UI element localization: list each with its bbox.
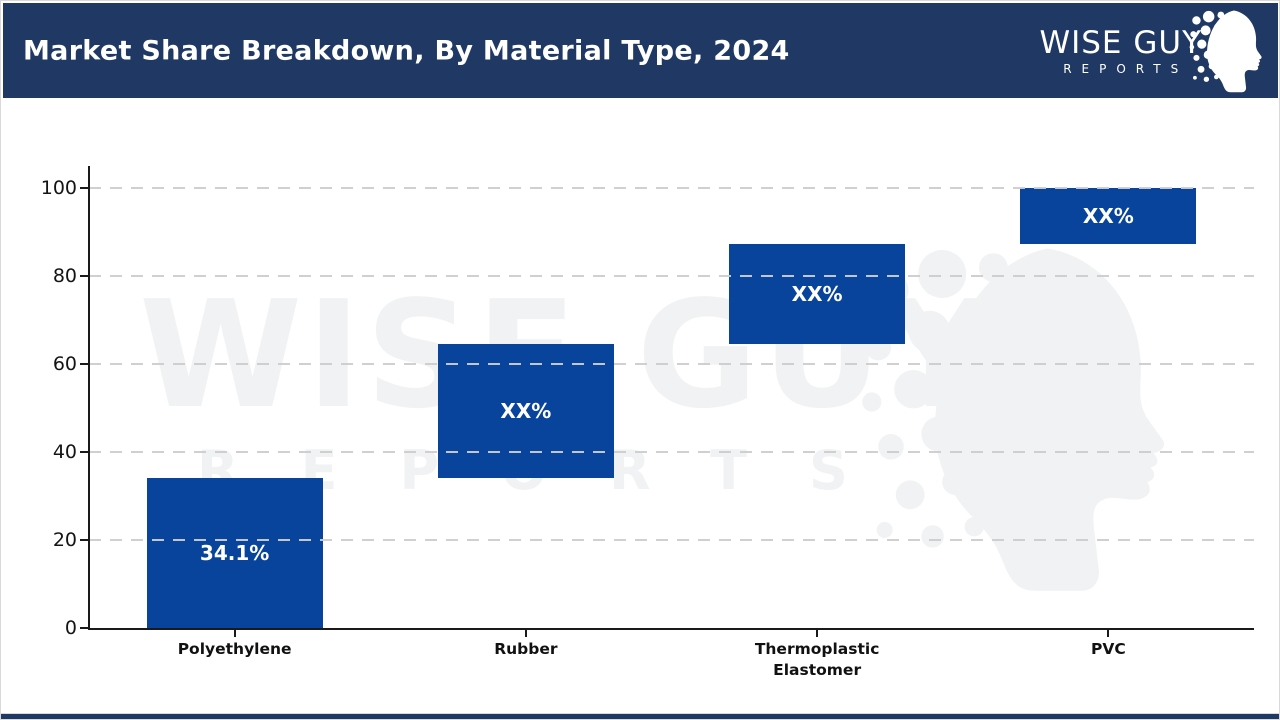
y-axis-tick bbox=[80, 451, 89, 453]
x-axis-tick bbox=[524, 630, 527, 637]
bar-value-label: 34.1% bbox=[199, 540, 270, 565]
logo-name: WISE GUY bbox=[1039, 25, 1202, 61]
x-axis-category-label: Rubber bbox=[494, 640, 558, 658]
y-axis-tick-label: 20 bbox=[52, 529, 77, 551]
wise-guy-logo: WISE GUY REPORTS bbox=[1039, 9, 1266, 93]
bar-segment bbox=[437, 344, 614, 478]
logo-tagline: REPORTS bbox=[1063, 62, 1189, 76]
bar-value-label: XX% bbox=[1082, 203, 1134, 228]
y-axis-tick-label: 100 bbox=[40, 177, 77, 199]
x-axis-category-label: Polyethylene bbox=[177, 640, 292, 658]
bar-segment bbox=[729, 243, 906, 345]
y-axis-tick bbox=[80, 187, 89, 189]
y-gridline bbox=[89, 275, 1254, 277]
x-axis-category-label: Thermoplastic Elastomer bbox=[754, 640, 880, 679]
x-axis-tick bbox=[233, 630, 236, 637]
bar-segment bbox=[146, 477, 323, 628]
x-axis-tick bbox=[1107, 630, 1110, 637]
logo-head-icon bbox=[1189, 10, 1262, 93]
y-axis-tick-label: 80 bbox=[52, 265, 77, 287]
footer-bar bbox=[1, 714, 1279, 719]
y-axis-tick-label: 40 bbox=[52, 441, 77, 463]
header-bar: Market Share Breakdown, By Material Type… bbox=[3, 3, 1278, 98]
footer-divider bbox=[1, 713, 1279, 714]
y-gridline bbox=[89, 451, 1254, 453]
bar-value-label: XX% bbox=[791, 282, 843, 307]
y-axis-tick bbox=[80, 275, 89, 277]
bar-value-label: XX% bbox=[500, 399, 552, 424]
y-axis-spine bbox=[88, 166, 90, 630]
x-axis-category-label: PVC bbox=[1091, 640, 1126, 658]
y-axis-tick bbox=[80, 539, 89, 541]
y-gridline bbox=[89, 363, 1254, 365]
y-axis-tick-label: 0 bbox=[64, 617, 77, 639]
y-axis-tick-label: 60 bbox=[52, 353, 77, 375]
y-axis-tick bbox=[80, 627, 89, 629]
logo-wordmark: WISE GUY REPORTS bbox=[1039, 26, 1202, 76]
y-axis-tick bbox=[80, 363, 89, 365]
x-axis-spine bbox=[88, 628, 1254, 630]
y-gridline bbox=[89, 187, 1254, 189]
x-axis-tick bbox=[816, 630, 819, 637]
y-gridline bbox=[89, 539, 1254, 541]
bar-segment bbox=[1020, 188, 1197, 244]
page-title: Market Share Breakdown, By Material Type… bbox=[23, 35, 790, 66]
